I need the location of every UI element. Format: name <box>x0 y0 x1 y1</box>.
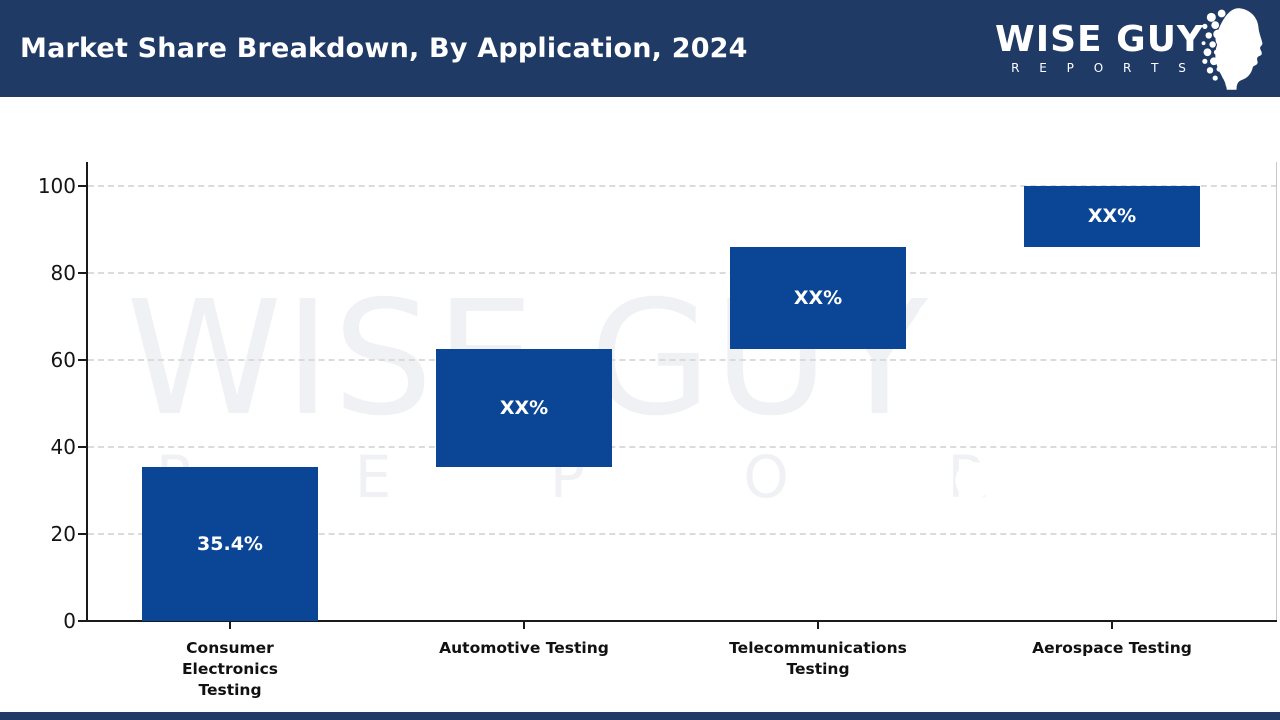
x-tick-mark <box>817 622 819 629</box>
bar-segment <box>436 349 612 467</box>
y-tick-mark <box>78 533 87 535</box>
y-tick-mark <box>78 272 87 274</box>
category-label: Telecommunications Testing <box>729 639 907 678</box>
y-tick-label: 100 <box>37 174 76 198</box>
x-tick-mark <box>1111 622 1113 629</box>
y-axis-line <box>86 162 88 622</box>
x-tick-mark <box>229 622 231 629</box>
bar-value-label: 35.4% <box>197 533 263 555</box>
y-tick-label: 40 <box>50 435 76 459</box>
y-tick-label: 60 <box>50 348 76 372</box>
y-tick-mark <box>78 446 87 448</box>
gridline <box>88 185 1277 187</box>
watermark-head-icon <box>915 227 1205 616</box>
category-label: Automotive Testing <box>439 639 609 657</box>
footer-bar <box>0 712 1280 720</box>
gridline <box>88 446 1277 448</box>
y-tick-mark <box>78 359 87 361</box>
y-tick-label: 0 <box>63 609 76 633</box>
category-label: Consumer Electronics Testing <box>181 639 279 699</box>
header-bar: Market Share Breakdown, By Application, … <box>0 0 1280 97</box>
brand-logo: WISE GUY R E P O R T S <box>995 7 1266 91</box>
gridline <box>88 359 1277 361</box>
bar-segment <box>730 246 906 350</box>
brand-head-icon <box>1201 7 1263 90</box>
category-label: Aerospace Testing <box>1032 639 1192 657</box>
bar-value-label: XX% <box>1087 205 1137 228</box>
bar-value-label: XX% <box>499 397 549 420</box>
gridline <box>88 533 1277 535</box>
right-spine <box>1276 162 1277 622</box>
brand-wordmark: WISE GUY R E P O R T S <box>994 19 1204 76</box>
brand-subtitle: R E P O R T S <box>1011 61 1194 75</box>
page-title: Market Share Breakdown, By Application, … <box>20 33 748 64</box>
y-tick-mark <box>78 620 87 622</box>
y-tick-mark <box>78 185 87 187</box>
x-tick-mark <box>523 622 525 629</box>
brand-name: WISE GUY <box>994 19 1204 60</box>
bar-segment <box>1024 186 1200 247</box>
y-tick-label: 20 <box>50 522 76 546</box>
bar-value-label: XX% <box>793 287 843 309</box>
gridline <box>88 272 1277 274</box>
x-axis-line <box>86 620 1277 622</box>
y-tick-label: 80 <box>50 261 76 285</box>
bar-segment <box>142 467 318 621</box>
